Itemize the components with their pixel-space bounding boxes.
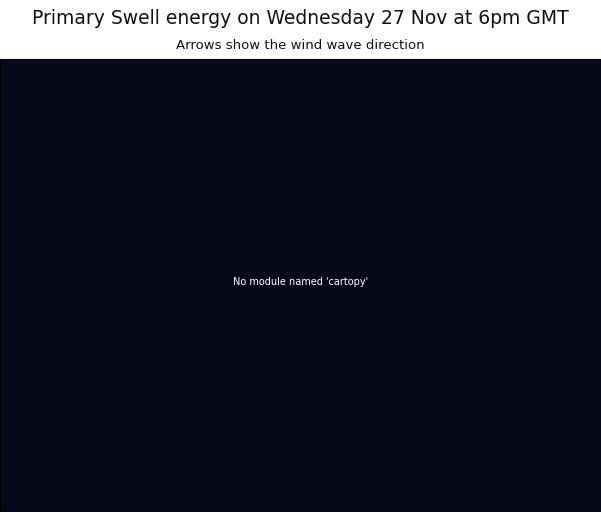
Text: Primary Swell energy on Wednesday 27 Nov at 6pm GMT: Primary Swell energy on Wednesday 27 Nov… bbox=[32, 9, 569, 28]
Text: No module named 'cartopy': No module named 'cartopy' bbox=[233, 278, 368, 287]
Text: Arrows show the wind wave direction: Arrows show the wind wave direction bbox=[176, 39, 425, 52]
